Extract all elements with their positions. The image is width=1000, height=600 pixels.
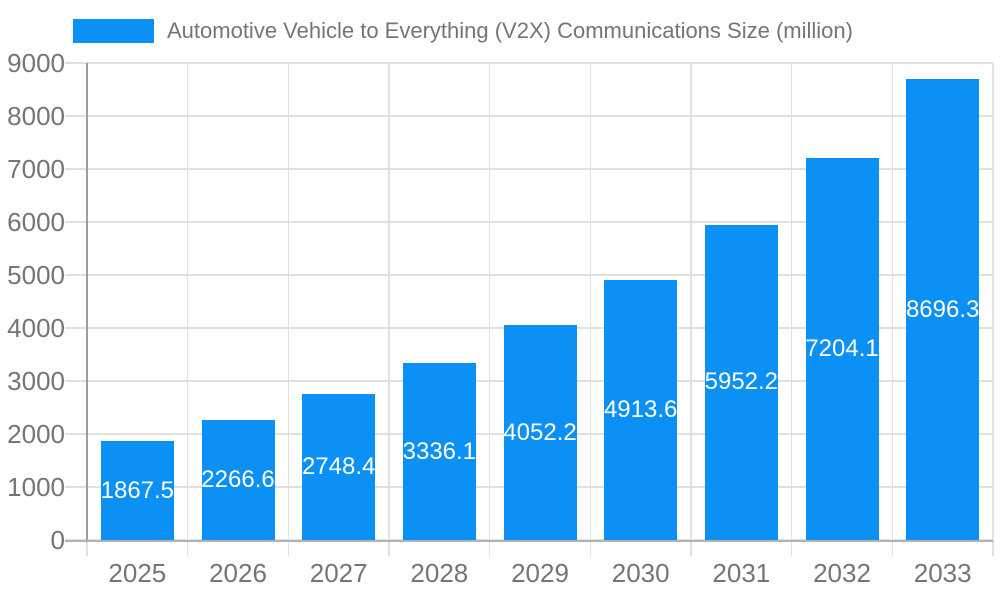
bar-value-label: 7204.1	[805, 335, 879, 363]
bar: 2748.4	[302, 394, 375, 540]
x-gridline	[992, 63, 994, 556]
y-axis-tick-label: 0	[50, 525, 65, 555]
x-gridline	[891, 63, 894, 556]
x-axis-tick-label: 2027	[309, 558, 368, 588]
y-axis-tick-label: 3000	[7, 366, 65, 396]
y-axis-tick-label: 8000	[7, 101, 65, 131]
y-gridline	[65, 115, 993, 117]
bar-value-label: 4913.6	[603, 395, 678, 423]
bar: 4052.2	[503, 325, 577, 540]
x-gridline	[589, 63, 592, 556]
bar: 7204.1	[805, 158, 879, 540]
x-axis-tick-label: 2029	[511, 558, 569, 588]
bar-value-label: 4052.2	[503, 418, 577, 446]
bar-value-label: 2748.4	[301, 453, 376, 481]
x-axis-tick-label: 2026	[209, 558, 267, 588]
x-axis-tick-label: 2030	[611, 558, 670, 588]
x-axis-tick-label: 2032	[813, 558, 871, 588]
y-axis-tick-label: 2000	[7, 419, 65, 449]
bar: 1867.5	[101, 441, 174, 540]
bar-value-label: 1867.5	[100, 476, 175, 504]
bar-value-label: 8696.3	[905, 295, 980, 323]
bar-value-label: 5952.2	[704, 368, 779, 396]
legend-color-swatch	[73, 19, 154, 43]
x-axis-tick-label: 2025	[108, 558, 167, 588]
legend: Automotive Vehicle to Everything (V2X) C…	[73, 18, 853, 43]
y-axis-tick-label: 5000	[7, 260, 65, 290]
bar: 2266.6	[201, 419, 275, 540]
y-axis-tick-label: 4000	[7, 313, 65, 343]
y-axis-tick-label: 6000	[7, 207, 65, 237]
x-gridline	[287, 63, 290, 556]
legend-series-label: Automotive Vehicle to Everything (V2X) C…	[167, 18, 853, 43]
x-gridline	[488, 63, 491, 556]
x-gridline	[790, 63, 793, 556]
bar: 4913.6	[604, 279, 677, 540]
x-gridline	[186, 63, 189, 556]
bar: 8696.3	[906, 79, 979, 540]
x-gridline	[388, 63, 390, 556]
bar-value-label: 3336.1	[402, 437, 477, 465]
bar-value-label: 2266.6	[201, 465, 275, 493]
x-axis-tick-label: 2031	[712, 558, 771, 588]
y-axis-tick-label: 1000	[7, 472, 65, 502]
x-axis-tick-label: 2033	[913, 558, 972, 588]
y-axis-line	[86, 63, 88, 540]
y-gridline	[65, 62, 993, 64]
y-gridline	[65, 274, 993, 276]
y-axis-tick-label: 9000	[7, 48, 65, 78]
x-axis-line	[65, 540, 993, 542]
bar: 3336.1	[403, 363, 476, 540]
y-gridline	[65, 168, 993, 170]
x-axis-tick-label: 2028	[410, 558, 469, 588]
y-gridline	[65, 221, 993, 223]
x-gridline	[690, 63, 692, 556]
bar: 5952.2	[705, 224, 778, 540]
y-axis-tick-label: 7000	[7, 154, 65, 184]
